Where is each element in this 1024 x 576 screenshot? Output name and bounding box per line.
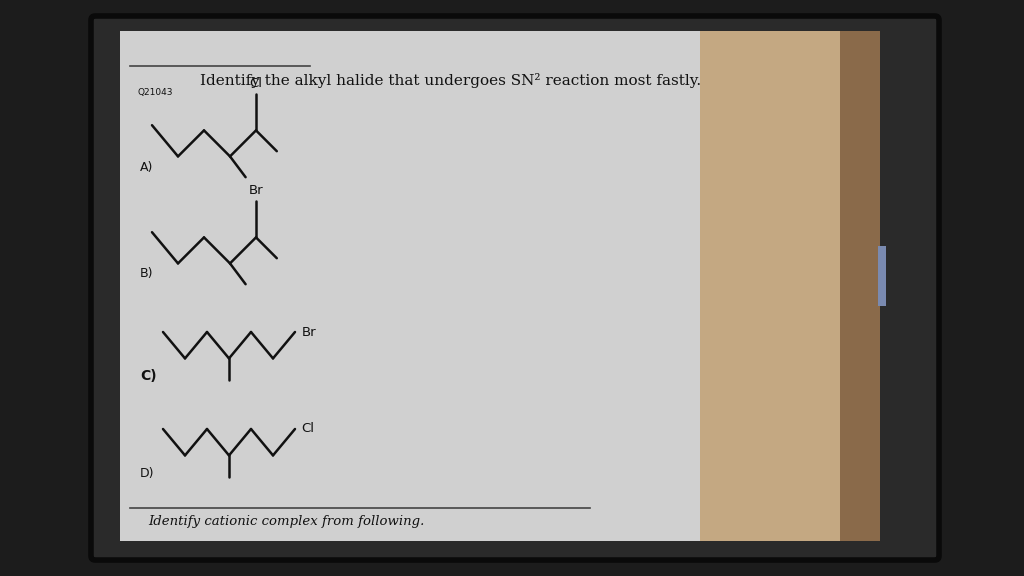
FancyBboxPatch shape (91, 16, 939, 560)
Text: Identify the alkyl halide that undergoes SN² reaction most fastly.: Identify the alkyl halide that undergoes… (200, 73, 701, 88)
Text: C): C) (140, 369, 157, 383)
Text: B): B) (140, 267, 154, 281)
Bar (120, 31, 880, 541)
Text: Br: Br (249, 184, 263, 197)
Bar (700, 31, 880, 541)
Text: D): D) (140, 467, 155, 479)
Text: Cl: Cl (250, 77, 262, 90)
Bar (840, 31, 880, 541)
Text: Identify cationic complex from following.: Identify cationic complex from following… (148, 516, 424, 529)
Bar (878, 246, 886, 306)
Text: Br: Br (302, 325, 316, 339)
Text: Cl: Cl (302, 423, 314, 435)
Text: Q21043: Q21043 (138, 89, 173, 97)
Text: A): A) (140, 161, 154, 175)
